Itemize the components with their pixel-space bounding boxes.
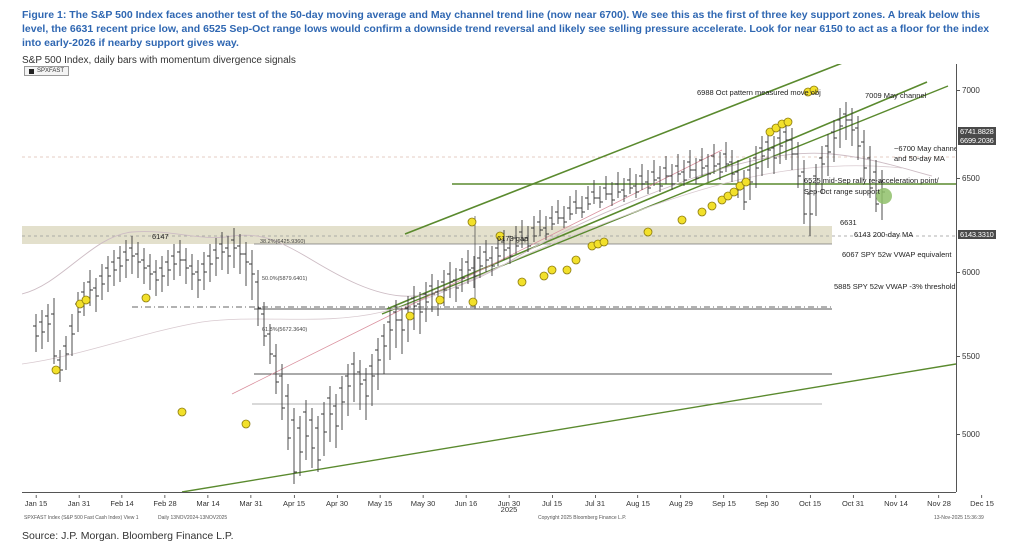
fib-label-382: 38.2%(6425.9360) xyxy=(260,239,306,245)
annotation-6988: 6988 Oct pattern measured move obj xyxy=(697,88,821,97)
ohlc-bars xyxy=(33,102,885,484)
x-tick-10: Jun 16 xyxy=(455,495,477,508)
x-tick-16: Sep 15 xyxy=(712,495,736,508)
x-tick-4: Mar 14 xyxy=(196,495,220,508)
x-tick-13: Jul 31 xyxy=(585,495,605,508)
x-tick-2: Feb 14 xyxy=(110,495,134,508)
y-axis-line xyxy=(956,64,957,492)
copyright-footer: Copyright 2025 Bloomberg Finance L.P. xyxy=(538,515,627,521)
y-tick-5000: 5000 xyxy=(956,430,980,439)
x-tick-18: Oct 15 xyxy=(799,495,821,508)
x-tick-7: Apr 30 xyxy=(326,495,348,508)
y-tick-6500: 6500 xyxy=(956,174,980,183)
price-badge-high: 6741.8828 xyxy=(958,127,996,136)
x-tick-20: Nov 14 xyxy=(884,495,908,508)
x-tick-5: Mar 31 xyxy=(239,495,263,508)
x-tick-3: Feb 28 xyxy=(153,495,177,508)
price-badge-200dma: 6143.3310 xyxy=(958,230,996,239)
fib-label-618: 61.8%(5672.3640) xyxy=(262,327,308,333)
x-tick-1: Jan 31 xyxy=(68,495,90,508)
chart-subtitle: S&P 500 Index, daily bars with momentum … xyxy=(22,55,296,66)
x-tick-6: Apr 15 xyxy=(283,495,305,508)
ticker-footer: SPXFAST Index (S&P 500 Fast Cash Index) … xyxy=(24,515,139,521)
x-tick-8: May 15 xyxy=(368,495,392,508)
x-tick-17: Sep 30 xyxy=(755,495,779,508)
timestamp-footer: 13-Nov-2025 15:36:39 xyxy=(934,515,984,521)
annotation-6700-line1: ~6700 May channel xyxy=(894,144,956,153)
y-tick-5500: 5500 xyxy=(956,352,980,361)
x-tick-0: Jan 15 xyxy=(25,495,47,508)
x-tick-21: Nov 28 xyxy=(927,495,951,508)
annotation-6525-line1: 6525 mid-Sep rally re-acceleration point… xyxy=(804,176,939,185)
x-axis-year: 2025 xyxy=(500,505,518,514)
annotation-6525-line2: Sep-Oct range support xyxy=(804,187,880,196)
chart-legend: SPXFAST xyxy=(24,66,70,76)
price-chart[interactable]: SPXFAST xyxy=(22,64,956,492)
current-price-dot xyxy=(876,188,892,204)
price-axis[interactable]: 7000 6500 6000 5500 5000 6741.8828 6699.… xyxy=(956,64,1024,492)
annotation-6143: 6143 200-day MA xyxy=(854,230,914,239)
chart-svg xyxy=(22,64,956,492)
y-tick-6000: 6000 xyxy=(956,268,980,277)
x-tick-14: Aug 15 xyxy=(626,495,650,508)
annotation-6631: 6631 xyxy=(840,218,857,227)
x-tick-19: Oct 31 xyxy=(842,495,864,508)
annotation-6067: 6067 SPY 52w VWAP equivalent xyxy=(842,250,952,259)
annotation-6147: 6147 xyxy=(152,232,169,241)
divergence-markers xyxy=(51,85,819,429)
annotation-5885: 5885 SPY 52w VWAP -3% threshold xyxy=(834,282,956,291)
x-tick-9: May 30 xyxy=(411,495,435,508)
date-range-footer: Daily 13NOV2024-13NOV2025 xyxy=(158,515,228,521)
x-tick-11: Jun 30 xyxy=(498,495,520,508)
annotation-6700-line2: and 50-day MA xyxy=(894,154,945,163)
legend-swatch-icon xyxy=(29,68,34,74)
figure-headline: Figure 1: The S&P 500 Index faces anothe… xyxy=(22,9,990,50)
legend-ticker-label: SPXFAST xyxy=(37,68,65,74)
y-tick-7000: 7000 xyxy=(956,86,980,95)
annotation-6173-gap: 6173 gap xyxy=(497,234,529,243)
source-line: Source: J.P. Morgan. Bloomberg Finance L… xyxy=(22,530,234,542)
x-tick-12: Jul 15 xyxy=(542,495,562,508)
x-axis-line xyxy=(22,492,956,493)
price-badge-current: 6699.2036 xyxy=(958,136,996,145)
fib-label-500: 50.0%(5879.6401) xyxy=(262,276,308,282)
annotation-7009: 7009 May channel xyxy=(865,91,927,100)
plot-area[interactable]: 38.2%(6425.9360) 50.0%(5879.6401) 61.8%(… xyxy=(22,64,956,492)
x-tick-22: Dec 15 xyxy=(970,495,994,508)
ma-band-shade xyxy=(22,226,832,244)
x-tick-15: Aug 29 xyxy=(669,495,693,508)
date-axis[interactable]: Jan 15 Jan 31 Feb 14 Feb 28 Mar 14 Mar 3… xyxy=(22,492,994,514)
